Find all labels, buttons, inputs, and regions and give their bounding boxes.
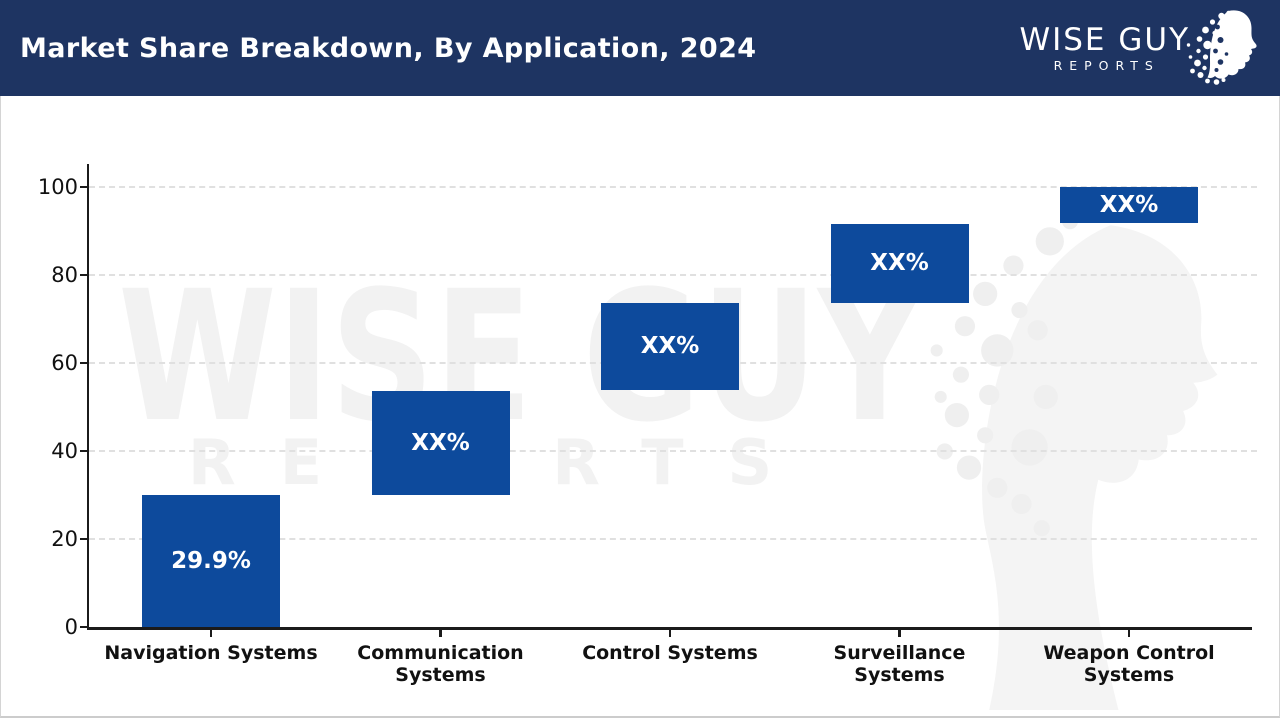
bar-3: XX% (601, 302, 739, 390)
y-axis-tickmark (80, 450, 88, 453)
page-title: Market Share Breakdown, By Application, … (20, 32, 757, 64)
y-axis-tickmark (80, 626, 88, 629)
y-axis-tickmark (80, 186, 88, 189)
y-axis-tickmark (80, 538, 88, 541)
bar-1: 29.9% (142, 495, 280, 627)
bar-2: XX% (371, 391, 510, 495)
category-label: Weapon Control Systems (1043, 642, 1215, 686)
gridline (89, 186, 1257, 188)
brand-name: WISE GUY (1019, 21, 1190, 58)
header-bar: Market Share Breakdown, By Application, … (0, 0, 1280, 96)
bar-value-label: XX% (870, 250, 929, 277)
y-axis-tick-label: 100 (37, 175, 78, 199)
y-axis-tick-label: 40 (51, 439, 78, 463)
bar-value-label: XX% (1099, 192, 1159, 219)
bar-value-label: XX% (411, 430, 470, 457)
y-axis-tickmark (80, 274, 88, 277)
x-axis-tickmark (898, 629, 901, 637)
gridline (89, 274, 1257, 276)
y-axis-tick-label: 0 (64, 615, 78, 639)
category-label: Control Systems (582, 642, 758, 664)
y-axis-tick-label: 80 (51, 263, 78, 287)
category-label: Navigation Systems (104, 642, 318, 664)
category-label: Communication Systems (357, 642, 524, 686)
y-axis-tick-label: 60 (51, 351, 78, 375)
brand-tagline: REPORTS (1053, 57, 1160, 73)
x-axis-tickmark (439, 629, 442, 637)
bar-value-label: 29.9% (171, 548, 251, 575)
y-axis-tick-label: 20 (51, 527, 78, 551)
watermark-face-icon (930, 213, 1218, 710)
bar-4: XX% (830, 223, 969, 303)
bar-value-label: XX% (640, 333, 700, 360)
x-axis-tickmark (209, 629, 213, 637)
x-axis-tickmark (1127, 629, 1131, 637)
gridline (89, 538, 1257, 540)
gridline (89, 450, 1257, 452)
watermark-brand-text: WISE GUY (118, 253, 923, 462)
dotted-face-logo-icon (1186, 10, 1257, 85)
x-axis-line (87, 627, 1252, 630)
y-axis-line (87, 164, 90, 629)
category-label: Surveillance Systems (833, 642, 966, 686)
brand-text: WISE GUY REPORTS (1019, 24, 1190, 73)
x-axis-tickmark (668, 629, 672, 637)
plot-area: 0 20 40 60 80 100 29.9% Navigation Systems XX% Co… (0, 96, 1280, 720)
bar-5: XX% (1060, 187, 1198, 224)
y-axis-tickmark (80, 362, 88, 365)
brand-logo: WISE GUY REPORTS (1019, 7, 1272, 89)
